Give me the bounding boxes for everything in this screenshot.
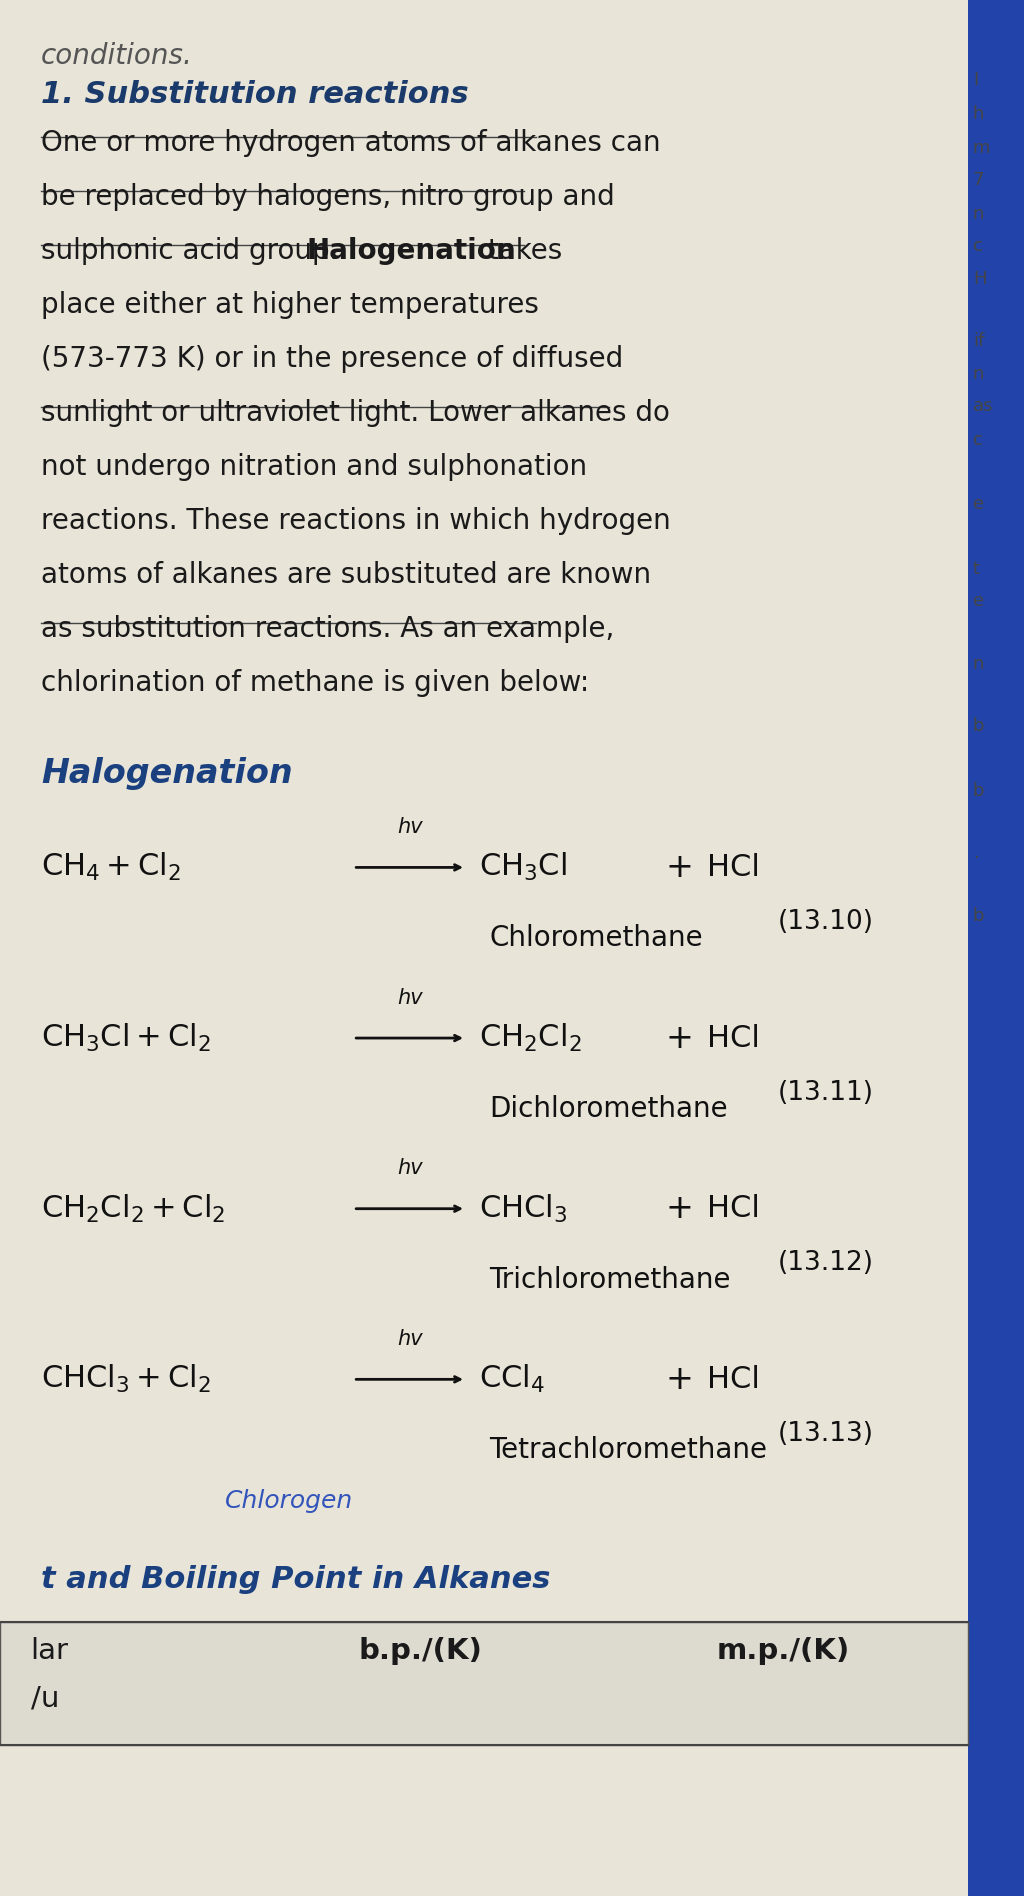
Bar: [0, 1623, 968, 1746]
Text: m.p./(K): m.p./(K): [717, 1638, 850, 1665]
Text: as substitution reactions. As an example,: as substitution reactions. As an example…: [41, 614, 614, 643]
Text: Halogenation: Halogenation: [307, 237, 516, 265]
Text: n: n: [973, 205, 984, 224]
Text: Trichloromethane: Trichloromethane: [489, 1267, 731, 1293]
Text: 1. Substitution reactions: 1. Substitution reactions: [41, 80, 469, 108]
Text: m: m: [973, 138, 990, 157]
Text: HCl: HCl: [707, 1365, 760, 1394]
Text: e: e: [973, 495, 984, 514]
Text: Tetrachloromethane: Tetrachloromethane: [489, 1437, 767, 1464]
Text: n: n: [973, 364, 984, 383]
Text: $\mathregular{CH_3Cl + Cl_2}$: $\mathregular{CH_3Cl + Cl_2}$: [41, 1022, 211, 1054]
Text: place either at higher temperatures: place either at higher temperatures: [41, 290, 539, 319]
Text: atoms of alkanes are substituted are known: atoms of alkanes are substituted are kno…: [41, 561, 651, 590]
Text: sulphonic acid group.: sulphonic acid group.: [41, 237, 347, 265]
Text: +: +: [666, 851, 693, 884]
Text: +: +: [666, 1363, 693, 1395]
Text: if: if: [973, 332, 984, 351]
Text: be replaced by halogens, nitro group and: be replaced by halogens, nitro group and: [41, 184, 614, 210]
Text: Dichloromethane: Dichloromethane: [489, 1096, 728, 1122]
Text: b: b: [973, 781, 984, 800]
Text: b: b: [973, 717, 984, 736]
Text: e: e: [973, 592, 984, 611]
Text: hv: hv: [396, 988, 423, 1009]
Text: hv: hv: [396, 817, 423, 838]
Text: Chloromethane: Chloromethane: [489, 925, 703, 952]
Text: sunlight or ultraviolet light. Lower alkanes do: sunlight or ultraviolet light. Lower alk…: [41, 398, 670, 427]
Text: $\mathregular{CH_2Cl_2}$: $\mathregular{CH_2Cl_2}$: [479, 1022, 582, 1054]
Text: $\mathregular{CH_4+Cl_2}$: $\mathregular{CH_4+Cl_2}$: [41, 851, 181, 884]
Text: (13.12): (13.12): [778, 1251, 874, 1276]
Text: c: c: [973, 237, 983, 256]
Text: takes: takes: [479, 237, 562, 265]
Text: hv: hv: [396, 1158, 423, 1179]
Text: t: t: [973, 559, 980, 578]
Text: +: +: [666, 1022, 693, 1054]
Text: HCl: HCl: [707, 1194, 760, 1223]
Text: (13.13): (13.13): [778, 1422, 874, 1447]
Text: $\mathregular{CHCl_3 + Cl_2}$: $\mathregular{CHCl_3 + Cl_2}$: [41, 1363, 211, 1395]
Text: reactions. These reactions in which hydrogen: reactions. These reactions in which hydr…: [41, 506, 671, 535]
Text: Chlorogen: Chlorogen: [225, 1490, 353, 1513]
Text: Halogenation: Halogenation: [41, 758, 293, 791]
Text: h: h: [973, 104, 984, 123]
Text: as: as: [973, 396, 993, 415]
Text: chlorination of methane is given below:: chlorination of methane is given below:: [41, 669, 589, 698]
Text: /u: /u: [31, 1686, 59, 1712]
Text: $\mathregular{CCl_4}$: $\mathregular{CCl_4}$: [479, 1363, 545, 1395]
Text: $\mathregular{CHCl_3}$: $\mathregular{CHCl_3}$: [479, 1193, 567, 1225]
Text: n: n: [973, 654, 984, 673]
Text: not undergo nitration and sulphonation: not undergo nitration and sulphonation: [41, 453, 587, 482]
Text: hv: hv: [396, 1329, 423, 1350]
Text: I: I: [973, 70, 978, 89]
Text: .: .: [973, 844, 979, 863]
Text: 7: 7: [973, 171, 984, 190]
Bar: [968, 0, 1024, 1896]
Text: lar: lar: [31, 1638, 69, 1665]
Text: One or more hydrogen atoms of alkanes can: One or more hydrogen atoms of alkanes ca…: [41, 129, 660, 157]
Text: $\mathregular{CH_2Cl_2 + Cl_2}$: $\mathregular{CH_2Cl_2 + Cl_2}$: [41, 1193, 225, 1225]
Text: c: c: [973, 430, 983, 449]
Text: b: b: [973, 906, 984, 925]
Text: t and Boiling Point in Alkanes: t and Boiling Point in Alkanes: [41, 1566, 550, 1595]
Text: (573-773 K) or in the presence of diffused: (573-773 K) or in the presence of diffus…: [41, 345, 624, 374]
Text: conditions.: conditions.: [41, 42, 193, 70]
Text: HCl: HCl: [707, 1024, 760, 1052]
Text: HCl: HCl: [707, 853, 760, 882]
Text: (13.11): (13.11): [778, 1081, 874, 1105]
Text: $\mathregular{CH_3Cl}$: $\mathregular{CH_3Cl}$: [479, 851, 567, 884]
Text: b.p./(K): b.p./(K): [358, 1638, 482, 1665]
Text: H: H: [973, 269, 986, 288]
Text: (13.10): (13.10): [778, 910, 874, 935]
Text: +: +: [666, 1193, 693, 1225]
